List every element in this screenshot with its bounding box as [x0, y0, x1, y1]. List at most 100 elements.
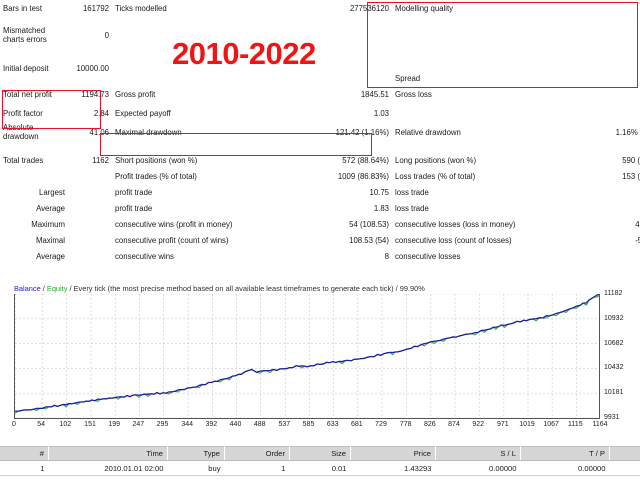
maximal-consecutive-profit-label: consecutive profit (count of wins) — [115, 235, 229, 245]
modelling-quality-label: Modelling quality — [395, 3, 454, 13]
legend-description: / Every tick (the most precise method ba… — [67, 284, 425, 293]
spacer-cell — [392, 18, 548, 54]
table-row: Maximal consecutive profit (count of win… — [0, 233, 640, 249]
long-positions-value: 590 (85.08%) — [622, 155, 640, 165]
chart-x-axis: 0 54 102 151 199 247 295 344 392 440 488 537 585 633 6… — [0, 421, 640, 433]
profit-factor-label: Profit factor — [3, 108, 43, 118]
spacer-cell — [548, 106, 640, 122]
gross-loss-value: -650.78 — [548, 84, 640, 106]
x-axis-tick-label: 537 — [278, 421, 291, 428]
ticks-modelled-label: Ticks modelled — [115, 3, 167, 13]
total-net-profit-value: 1194.73 — [81, 89, 109, 99]
x-axis-tick-label: 778 — [399, 421, 412, 428]
column-header-profit[interactable]: Profit — [609, 446, 640, 461]
column-header-num[interactable]: # — [0, 446, 49, 461]
average-label: Average — [36, 203, 65, 213]
spacer-cell — [392, 106, 548, 122]
x-axis-tick-label: 440 — [229, 421, 242, 428]
absolute-drawdown-value: 41.06 — [89, 127, 109, 137]
table-row: Profit trades (% of total) 1009 (86.83%)… — [0, 169, 640, 185]
column-header-sl[interactable]: S / L — [435, 446, 521, 461]
chart-y-axis: 9931 10181 10432 10682 10932 11182 — [602, 290, 640, 421]
average-loss-trade-value: -4.25 — [548, 201, 640, 217]
x-axis-tick-label: 729 — [375, 421, 387, 428]
modelling-quality-value: 99.90% — [548, 0, 640, 18]
y-axis-tick-label: 11182 — [604, 290, 623, 297]
table-row: Initial deposit 10000.00 Spread Variable — [0, 54, 640, 84]
initial-deposit-value: 10000.00 — [76, 63, 109, 73]
x-axis-tick-label: 922 — [472, 421, 484, 428]
x-axis-tick-label: 151 — [84, 421, 96, 428]
relative-drawdown-label: Relative drawdown — [395, 127, 461, 137]
relative-drawdown-value: 1.16% (121.42) — [615, 127, 640, 137]
x-axis-tick-label: 1067 — [543, 421, 559, 428]
largest-label: Largest — [38, 187, 65, 197]
chart-gridlines — [15, 294, 599, 418]
maximal-label: Maximal — [35, 235, 65, 245]
x-axis-tick-label: 488 — [253, 421, 266, 428]
spacer-cell — [68, 169, 112, 185]
balance-equity-chart: Balance / Equity / Every tick (the most … — [0, 280, 640, 442]
y-axis-tick-label: 10432 — [604, 364, 624, 372]
absolute-drawdown-label: Absolute drawdown — [3, 123, 39, 141]
column-header-type[interactable]: Type — [167, 446, 225, 461]
y-axis-tick-label: 9931 — [604, 414, 620, 421]
cell-tp: 0.00000 — [520, 460, 610, 476]
spread-label: Spread — [395, 74, 421, 84]
cell-time: 2010.01.01 02:00 — [48, 460, 168, 476]
total-trades-label: Total trades — [3, 155, 44, 165]
legend-separator: / — [40, 284, 47, 293]
table-row: Mismatched charts errors 0 — [0, 18, 640, 54]
spacer-cell — [68, 185, 112, 201]
spacer-cell — [68, 249, 112, 265]
stats-table: Bars in test 161792 Ticks modelled 27753… — [0, 0, 640, 265]
balance-series-line — [15, 294, 599, 412]
column-header-tp[interactable]: T / P — [520, 446, 610, 461]
gross-profit-value: 1845.51 — [360, 89, 389, 99]
x-axis-tick-label: 1115 — [568, 421, 583, 428]
table-row: Profit factor 2.84 Expected payoff 1.03 — [0, 106, 640, 122]
expected-payoff-label: Expected payoff — [115, 108, 171, 118]
average-consecutive-label: Average — [36, 251, 65, 261]
x-axis-tick-label: 344 — [181, 421, 194, 428]
x-axis-tick-label: 826 — [423, 421, 436, 428]
table-row: Average profit trade 1.83 loss trade -4.… — [0, 201, 640, 217]
y-axis-tick-label: 10682 — [604, 339, 624, 347]
avg-consecutive-wins-label: consecutive wins — [115, 251, 174, 261]
y-axis-tick-label: 10181 — [604, 389, 624, 397]
x-axis-tick-label: 1019 — [519, 421, 535, 428]
short-positions-value: 572 (88.64%) — [342, 155, 389, 165]
spacer-cell — [548, 18, 640, 54]
loss-trades-value: 153 (13.17%) — [622, 171, 640, 181]
spacer-cell — [278, 144, 392, 153]
x-axis-tick-label: 102 — [59, 421, 72, 428]
x-axis-tick-label: 295 — [156, 421, 169, 428]
max-consecutive-wins-label: consecutive wins (profit in money) — [115, 219, 233, 229]
maximal-consecutive-profit-value: 108.53 (54) — [349, 235, 389, 245]
ticks-modelled-value: 277536120 — [349, 3, 389, 13]
mismatched-errors-value: 0 — [104, 30, 109, 40]
column-header-time[interactable]: Time — [48, 446, 168, 461]
spacer-cell — [68, 144, 112, 153]
avg-consecutive-wins-value: 8 — [384, 251, 389, 261]
column-header-price[interactable]: Price — [350, 446, 436, 461]
max-consecutive-losses-value: 4 (-18.45) — [635, 219, 640, 229]
spread-value: Variable — [548, 54, 640, 84]
max-consecutive-wins-value: 54 (108.53) — [349, 219, 389, 229]
initial-deposit-label: Initial deposit — [3, 63, 49, 73]
table-row[interactable]: 1 2010.01.01 02:00 buy 1 0.01 1.43293 0.… — [0, 460, 640, 476]
table-row: Absolute drawdown 41.06 Maximal drawdown… — [0, 122, 640, 144]
long-positions-label: Long positions (won %) — [395, 155, 477, 165]
cell-order: 1 — [224, 460, 290, 476]
maximal-consecutive-loss-value: -50.99 (3) — [635, 235, 640, 245]
x-axis-tick-label: 681 — [350, 421, 363, 428]
total-net-profit-label: Total net profit — [3, 89, 52, 99]
column-header-size[interactable]: Size — [289, 446, 351, 461]
maximum-label: Maximum — [31, 219, 65, 229]
column-header-order[interactable]: Order — [224, 446, 290, 461]
cell-price: 1.43293 — [350, 460, 436, 476]
x-axis-tick-label: 1164 — [592, 421, 608, 428]
spacer-cell — [0, 144, 68, 153]
cell-profit — [609, 460, 640, 476]
largest-profit-trade-value: 10.75 — [369, 187, 389, 197]
